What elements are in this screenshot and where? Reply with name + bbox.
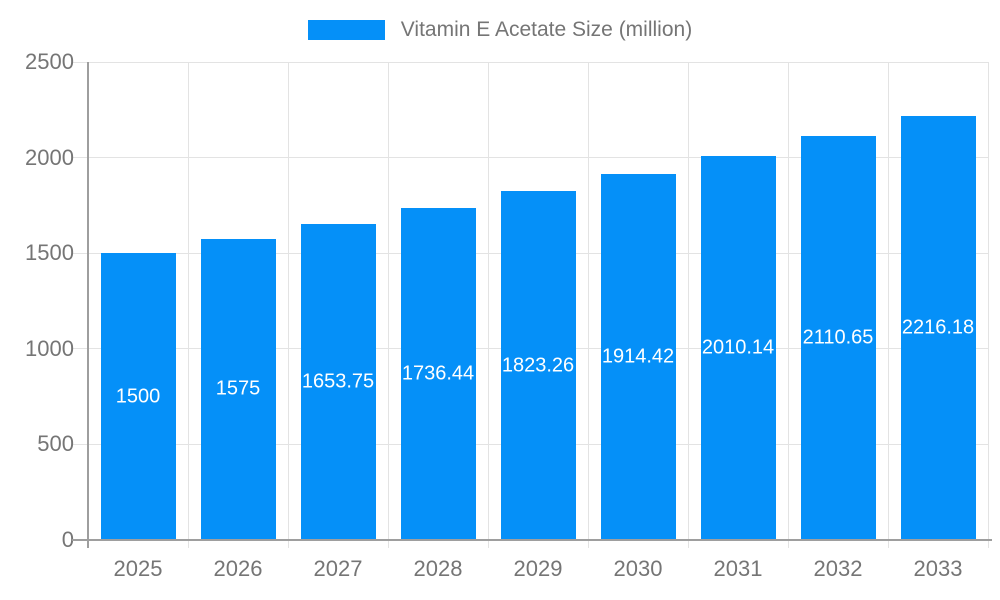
bar-2032[interactable] (800, 136, 876, 540)
y-tick-label-500: 500 (37, 431, 74, 457)
gridline-x-7 (787, 62, 789, 548)
gridline-x-1 (187, 62, 189, 548)
x-tick-label-2033: 2033 (913, 556, 963, 581)
x-tick-label-2030: 2030 (613, 556, 663, 581)
x-tick-label-2025: 2025 (113, 556, 163, 581)
gridline-x-3 (387, 62, 389, 548)
gridline-x-4 (487, 62, 489, 548)
gridline-x-8 (887, 62, 889, 548)
y-axis-line (87, 62, 89, 548)
x-tick-label-2027: 2027 (313, 556, 363, 581)
x-tick-label-2029: 2029 (513, 556, 563, 581)
y-tick-label-0: 0 (61, 527, 74, 552)
y-tick-label-2000: 2000 (25, 144, 74, 170)
x-tick-label-2026: 2026 (213, 556, 263, 581)
bar-2026[interactable] (200, 238, 276, 540)
legend-swatch-icon (307, 20, 385, 40)
y-tick-label-2500: 2500 (25, 49, 74, 74)
gridline-x-2 (287, 62, 289, 548)
gridline-x-9 (987, 62, 989, 548)
x-axis-line (72, 539, 992, 541)
bar-2028[interactable] (400, 208, 476, 540)
bar-2025[interactable] (100, 253, 176, 540)
bar-2027[interactable] (300, 223, 376, 540)
bar-2030[interactable] (600, 173, 676, 540)
bar-2033[interactable] (900, 116, 976, 540)
y-tick-label-1000: 1000 (25, 335, 74, 361)
plot-area: 0 500 1000 1500 2000 2500 1500 2025 1575 2026 1653… (25, 49, 992, 581)
legend: Vitamin E Acetate Size (million) (0, 18, 1000, 42)
legend-label: Vitamin E Acetate Size (million) (400, 18, 693, 41)
bar-2029[interactable] (500, 191, 576, 540)
gridline-y-2000 (72, 157, 988, 159)
gridline-y-2500 (72, 61, 988, 63)
x-tick-label-2028: 2028 (413, 556, 463, 581)
legend-item-vitamin-e-acetate[interactable]: Vitamin E Acetate Size (million) (307, 18, 693, 42)
y-tick-label-1500: 1500 (25, 240, 74, 266)
x-tick-label-2032: 2032 (813, 556, 863, 581)
gridline-x-5 (587, 62, 589, 548)
gridline-x-6 (687, 62, 689, 548)
bar-2031[interactable] (700, 155, 776, 540)
x-tick-label-2031: 2031 (713, 556, 763, 581)
